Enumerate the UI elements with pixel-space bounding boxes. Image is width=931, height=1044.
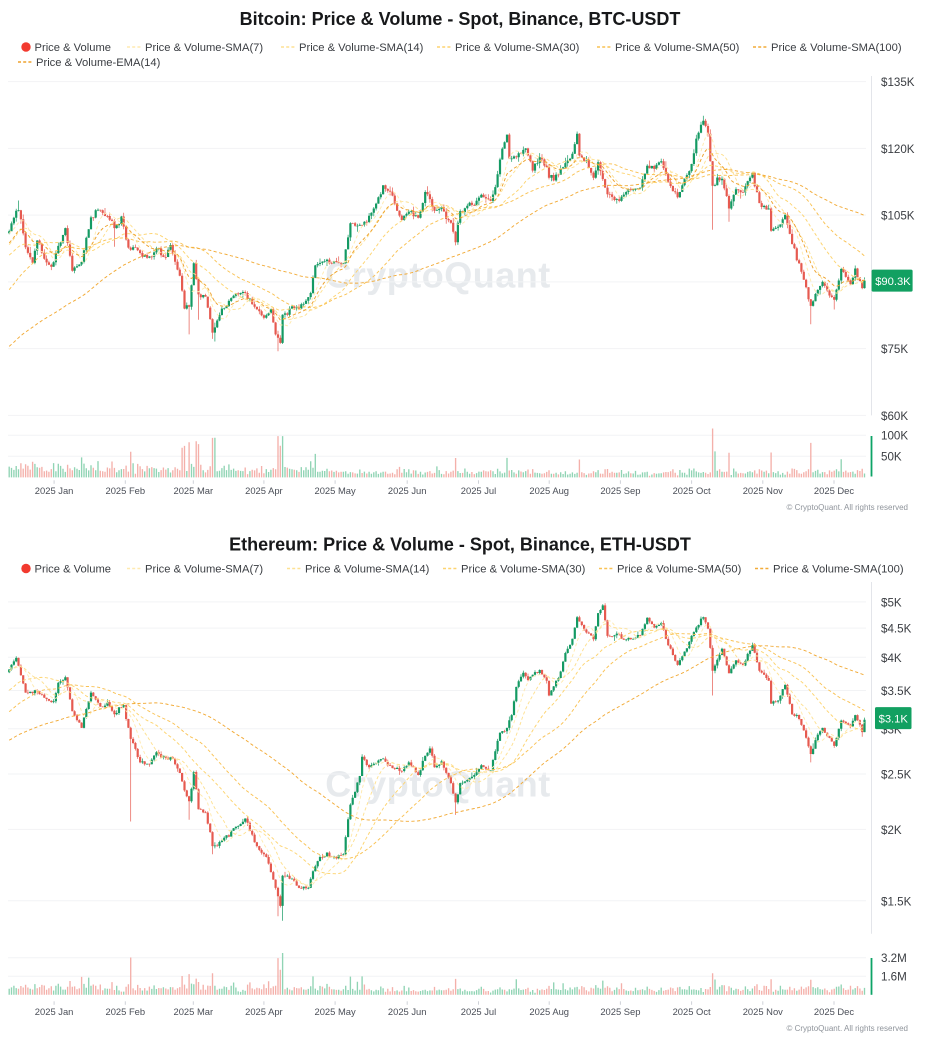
svg-text:2025 Jul: 2025 Jul	[461, 1006, 496, 1017]
svg-text:2025 Sep: 2025 Sep	[600, 1006, 640, 1017]
svg-text:2025 Apr: 2025 Apr	[245, 485, 283, 496]
svg-text:$4.5K: $4.5K	[881, 623, 912, 636]
svg-text:$3.5K: $3.5K	[881, 685, 912, 698]
svg-text:2025 Oct: 2025 Oct	[673, 1006, 711, 1017]
svg-text:2025 Jul: 2025 Jul	[461, 485, 496, 496]
svg-text:Bitcoin: Price & Volume - Spot: Bitcoin: Price & Volume - Spot, Binance,…	[240, 9, 681, 29]
svg-text:1.6M: 1.6M	[881, 971, 907, 984]
svg-text:2025 Nov: 2025 Nov	[743, 485, 783, 496]
svg-text:Price & Volume-SMA(7): Price & Volume-SMA(7)	[145, 564, 263, 576]
svg-text:Price & Volume: Price & Volume	[35, 564, 111, 576]
svg-text:50K: 50K	[881, 451, 902, 464]
svg-text:$105K: $105K	[881, 210, 915, 223]
svg-text:2025 Oct: 2025 Oct	[673, 485, 711, 496]
svg-text:$135K: $135K	[881, 76, 915, 89]
svg-text:$90.3K: $90.3K	[875, 276, 911, 288]
svg-text:CryptoQuant: CryptoQuant	[325, 763, 551, 804]
svg-text:$120K: $120K	[881, 143, 915, 156]
svg-text:$2.5K: $2.5K	[881, 769, 912, 782]
svg-text:CryptoQuant: CryptoQuant	[325, 255, 551, 296]
svg-text:2025 Aug: 2025 Aug	[529, 485, 569, 496]
svg-text:$4K: $4K	[881, 652, 902, 665]
svg-text:Price & Volume-EMA(14): Price & Volume-EMA(14)	[36, 57, 161, 69]
svg-text:2025 Jun: 2025 Jun	[388, 1006, 427, 1017]
svg-text:100K: 100K	[881, 430, 908, 443]
svg-text:2025 Nov: 2025 Nov	[743, 1006, 783, 1017]
svg-text:Price & Volume-SMA(14): Price & Volume-SMA(14)	[299, 42, 424, 54]
svg-text:2025 Aug: 2025 Aug	[529, 1006, 569, 1017]
svg-text:2025 Jan: 2025 Jan	[35, 1006, 74, 1017]
svg-text:2025 Jun: 2025 Jun	[388, 485, 427, 496]
svg-text:Price & Volume-SMA(7): Price & Volume-SMA(7)	[145, 42, 263, 54]
svg-text:Price & Volume-SMA(50): Price & Volume-SMA(50)	[615, 42, 740, 54]
svg-text:2025 May: 2025 May	[315, 1006, 356, 1017]
svg-text:2025 Jan: 2025 Jan	[35, 485, 74, 496]
svg-text:2025 Sep: 2025 Sep	[600, 485, 640, 496]
svg-text:Price & Volume-SMA(100): Price & Volume-SMA(100)	[773, 564, 904, 576]
svg-text:2025 Feb: 2025 Feb	[105, 485, 145, 496]
svg-text:Price & Volume-SMA(100): Price & Volume-SMA(100)	[771, 42, 902, 54]
svg-text:2025 Feb: 2025 Feb	[105, 1006, 145, 1017]
svg-text:3.2M: 3.2M	[881, 952, 907, 965]
svg-text:$2K: $2K	[881, 824, 902, 837]
svg-text:Ethereum: Price & Volume - Spo: Ethereum: Price & Volume - Spot, Binance…	[229, 535, 691, 555]
svg-text:2025 Mar: 2025 Mar	[173, 485, 213, 496]
svg-text:© CryptoQuant. All rights rese: © CryptoQuant. All rights reserved	[787, 503, 909, 512]
svg-text:Price & Volume-SMA(14): Price & Volume-SMA(14)	[305, 564, 430, 576]
svg-text:2025 Dec: 2025 Dec	[814, 485, 854, 496]
svg-text:Price & Volume-SMA(30): Price & Volume-SMA(30)	[455, 42, 580, 54]
svg-text:Price & Volume-SMA(50): Price & Volume-SMA(50)	[617, 564, 742, 576]
svg-text:Price & Volume-SMA(30): Price & Volume-SMA(30)	[461, 564, 586, 576]
svg-text:2025 Dec: 2025 Dec	[814, 1006, 854, 1017]
svg-text:$75K: $75K	[881, 343, 908, 356]
svg-text:$3.1K: $3.1K	[879, 713, 909, 725]
svg-text:$1.5K: $1.5K	[881, 895, 912, 908]
svg-text:2025 May: 2025 May	[315, 485, 356, 496]
svg-text:2025 Mar: 2025 Mar	[173, 1006, 213, 1017]
svg-text:$5K: $5K	[881, 597, 902, 610]
svg-text:© CryptoQuant. All rights rese: © CryptoQuant. All rights reserved	[787, 1024, 909, 1033]
svg-text:2025 Apr: 2025 Apr	[245, 1006, 283, 1017]
svg-text:$60K: $60K	[881, 410, 908, 423]
svg-text:Price & Volume: Price & Volume	[35, 42, 111, 54]
